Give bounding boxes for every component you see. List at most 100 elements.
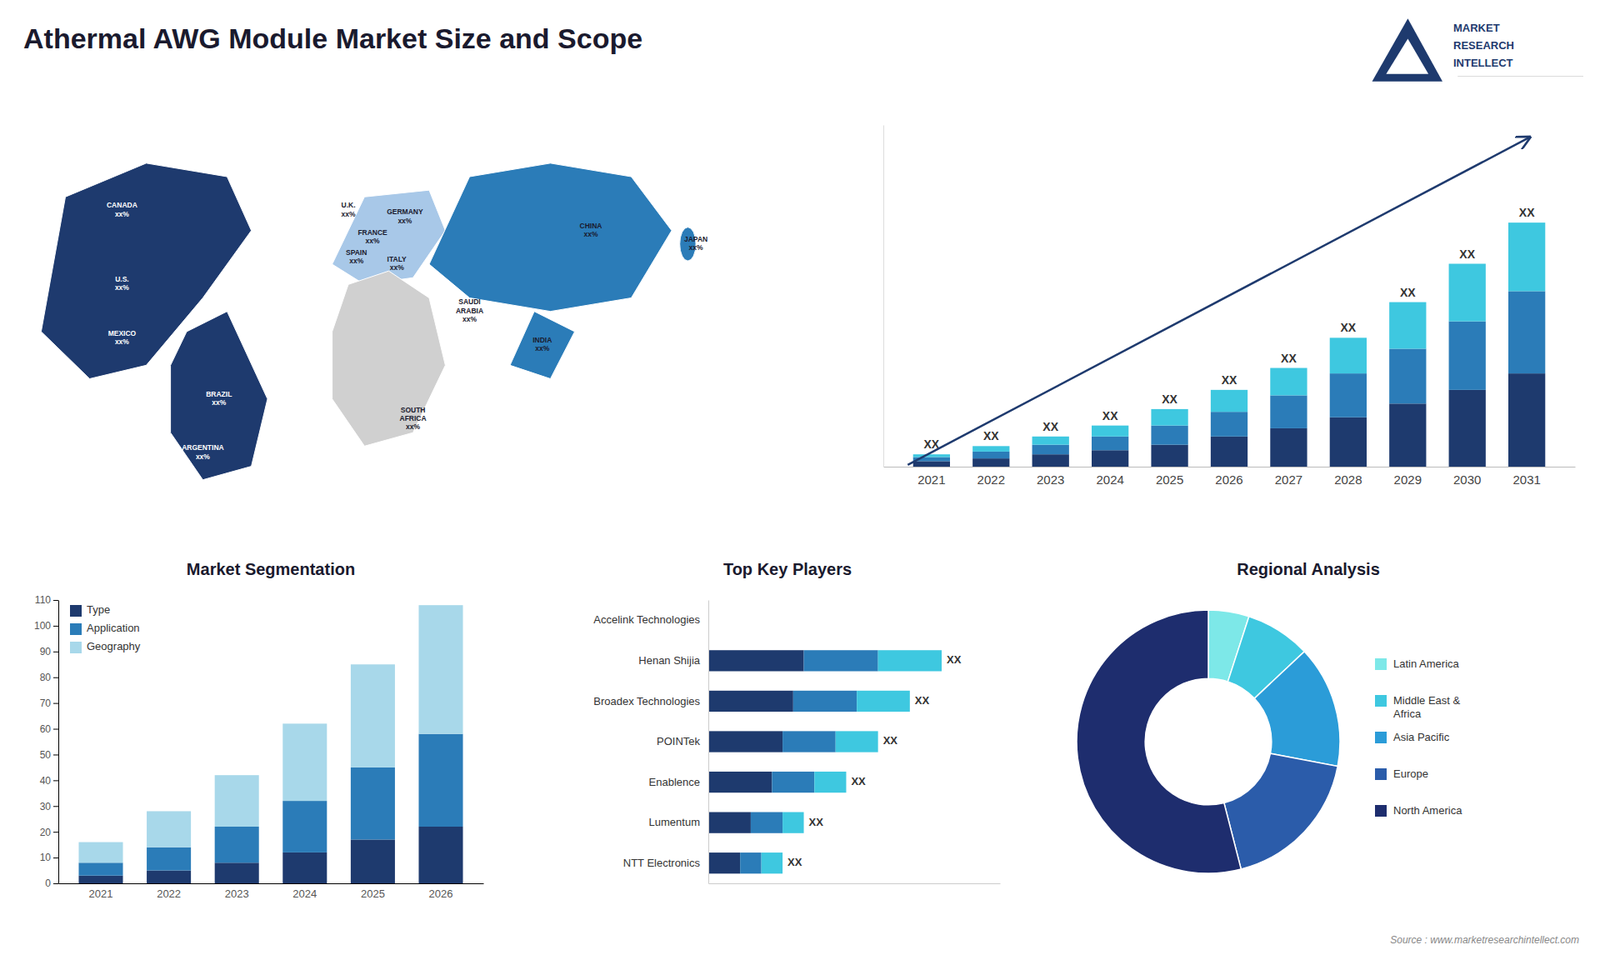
- bar-label: XX: [809, 815, 825, 829]
- map-label: INDIAxx%: [532, 335, 552, 353]
- bar-segment: [1330, 373, 1367, 418]
- map-label: MEXICOxx%: [108, 329, 137, 346]
- bar-segment: [78, 862, 123, 875]
- axis-line: [884, 466, 1576, 468]
- bar-segment: [750, 812, 783, 834]
- tick: 110: [35, 594, 59, 606]
- legend-swatch: [70, 641, 82, 654]
- bar-segment: [1449, 264, 1486, 322]
- chart-title: Regional Analysis: [1236, 560, 1380, 579]
- text-line: INDIA: [532, 335, 552, 345]
- bar-segment: [740, 852, 761, 874]
- key-players-chart: Top Key PlayersAccelink TechnologiesHena…: [593, 560, 1000, 885]
- bar-label: XX: [1221, 373, 1238, 387]
- tick-mark: [53, 857, 59, 859]
- text-line: ARGENTINA: [181, 444, 225, 453]
- logo: MARKETRESEARCHINTELLECT: [1372, 18, 1585, 82]
- text-line: xx%: [689, 243, 704, 252]
- bar-label: XX: [915, 694, 930, 707]
- bar-segment: [708, 650, 805, 671]
- chart-title: Market Segmentation: [186, 560, 355, 579]
- legend: TypeApplicationGeography: [70, 603, 141, 654]
- legend-label: Latin America: [1393, 657, 1460, 670]
- tick: 2031: [1512, 466, 1540, 487]
- text-line: SOUTH: [400, 405, 426, 415]
- bar-segment: [1270, 368, 1307, 396]
- text-line: xx%: [195, 452, 210, 461]
- bar-segment: [215, 826, 260, 863]
- tick-label: 2024: [292, 887, 317, 900]
- tick-label: 2021: [917, 472, 945, 487]
- tick: Broadex Technologies: [593, 695, 709, 708]
- tick-label: Lumentum: [649, 815, 700, 829]
- legend-entry: Middle East &Africa: [1375, 694, 1461, 720]
- bar-segment: [1032, 445, 1070, 455]
- bar-segment: [1270, 428, 1307, 467]
- tick-label: 0: [45, 877, 51, 890]
- tick: 2025: [360, 883, 385, 900]
- logo-rule: [1457, 75, 1584, 77]
- bar-segment: [1032, 454, 1070, 467]
- tick-label: 2023: [1036, 472, 1065, 487]
- bars: [708, 650, 942, 874]
- tick-label: Accelink Technologies: [593, 613, 700, 626]
- legend-swatch: [70, 623, 82, 635]
- tick: 2026: [1215, 466, 1243, 487]
- tick-label: 2027: [1275, 472, 1303, 487]
- bar-segment: [1150, 409, 1188, 426]
- map-region: [170, 311, 268, 480]
- bar-segment: [835, 730, 879, 752]
- text-line: U.S.: [115, 275, 130, 284]
- text-line: xx%: [583, 230, 598, 239]
- tick: 2023: [1036, 466, 1065, 487]
- tick: 2024: [292, 883, 317, 900]
- tick: 40: [40, 775, 59, 787]
- tick-mark: [53, 677, 59, 679]
- tick-label: Henan Shijia: [638, 654, 700, 667]
- text-line: xx%: [462, 315, 477, 324]
- tick-label: 2021: [89, 887, 114, 900]
- bar-segment: [1091, 436, 1129, 450]
- bar-label: XX: [787, 855, 803, 869]
- logo-text: MARKET: [1453, 21, 1500, 35]
- map-label: ITALYxx%: [387, 255, 407, 272]
- y-axis: 0102030405060708090100110: [34, 594, 60, 890]
- legend-label: Application: [86, 621, 140, 635]
- tick: 0: [45, 877, 59, 890]
- map-label: JAPANxx%: [684, 235, 708, 252]
- bar-segment: [282, 723, 327, 801]
- bar-label: XX: [1400, 285, 1416, 300]
- tick-mark: [53, 754, 59, 755]
- text-line: MEXICO: [108, 329, 137, 338]
- tick: Enablence: [649, 775, 709, 789]
- text-line: North America: [1393, 804, 1463, 817]
- legend-label: North America: [1393, 804, 1463, 817]
- map-label: U.K.xx%: [340, 201, 355, 219]
- x-axis: [709, 883, 1001, 885]
- legend-entry: North America: [1375, 804, 1463, 817]
- bar-segment: [1449, 321, 1486, 390]
- legend-label: Geography: [86, 640, 141, 653]
- tick: 100: [34, 620, 59, 632]
- text-line: SAUDI: [458, 298, 480, 307]
- bar-segment: [215, 775, 260, 827]
- tick-label: 2026: [1215, 472, 1243, 487]
- tick: 10: [40, 851, 59, 864]
- x-axis: 202120222023202420252026: [59, 883, 485, 900]
- text-line: GERMANY: [386, 208, 424, 217]
- map-label: SPAINxx%: [345, 248, 367, 265]
- text-line: xx%: [211, 398, 226, 407]
- bar-label: XX: [850, 775, 866, 788]
- tick-label: 2031: [1512, 472, 1540, 487]
- bar-segment: [972, 445, 1010, 452]
- map-label: SAUDIARABIAxx%: [455, 298, 484, 324]
- legend-swatch: [1375, 768, 1387, 780]
- axis-line: [709, 883, 1001, 885]
- tick-mark: [53, 703, 59, 705]
- bar-segment: [1150, 445, 1188, 467]
- axis-line: [59, 883, 485, 885]
- bar-label: XX: [883, 734, 899, 747]
- bar-segment: [856, 690, 910, 712]
- tick-mark: [53, 780, 59, 781]
- text-line: BRAZIL: [205, 390, 232, 399]
